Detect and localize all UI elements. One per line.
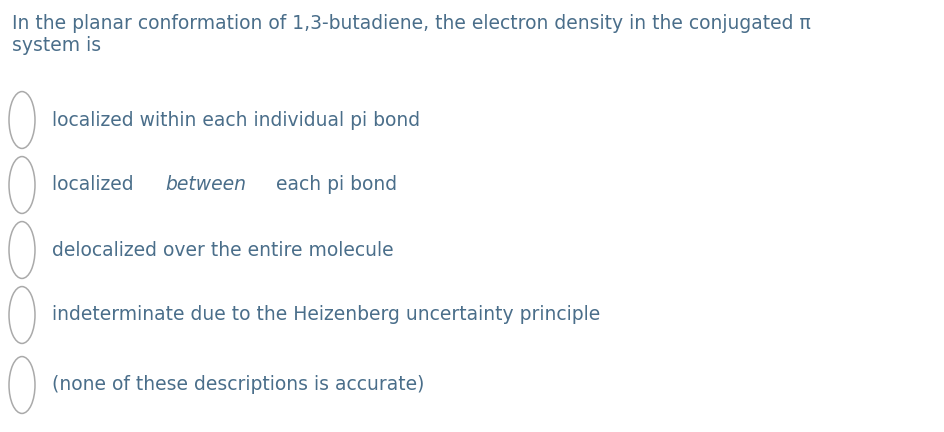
Text: localized: localized bbox=[52, 175, 140, 194]
Text: system is: system is bbox=[12, 36, 101, 55]
Text: (none of these descriptions is accurate): (none of these descriptions is accurate) bbox=[52, 375, 424, 394]
Text: between: between bbox=[165, 175, 245, 194]
Text: localized within each individual pi bond: localized within each individual pi bond bbox=[52, 111, 420, 130]
Text: delocalized over the entire molecule: delocalized over the entire molecule bbox=[52, 241, 394, 260]
Text: indeterminate due to the Heizenberg uncertainty principle: indeterminate due to the Heizenberg unce… bbox=[52, 305, 599, 324]
Text: each pi bond: each pi bond bbox=[269, 175, 396, 194]
Text: In the planar conformation of 1,3-butadiene, the electron density in the conjuga: In the planar conformation of 1,3-butadi… bbox=[12, 14, 810, 33]
